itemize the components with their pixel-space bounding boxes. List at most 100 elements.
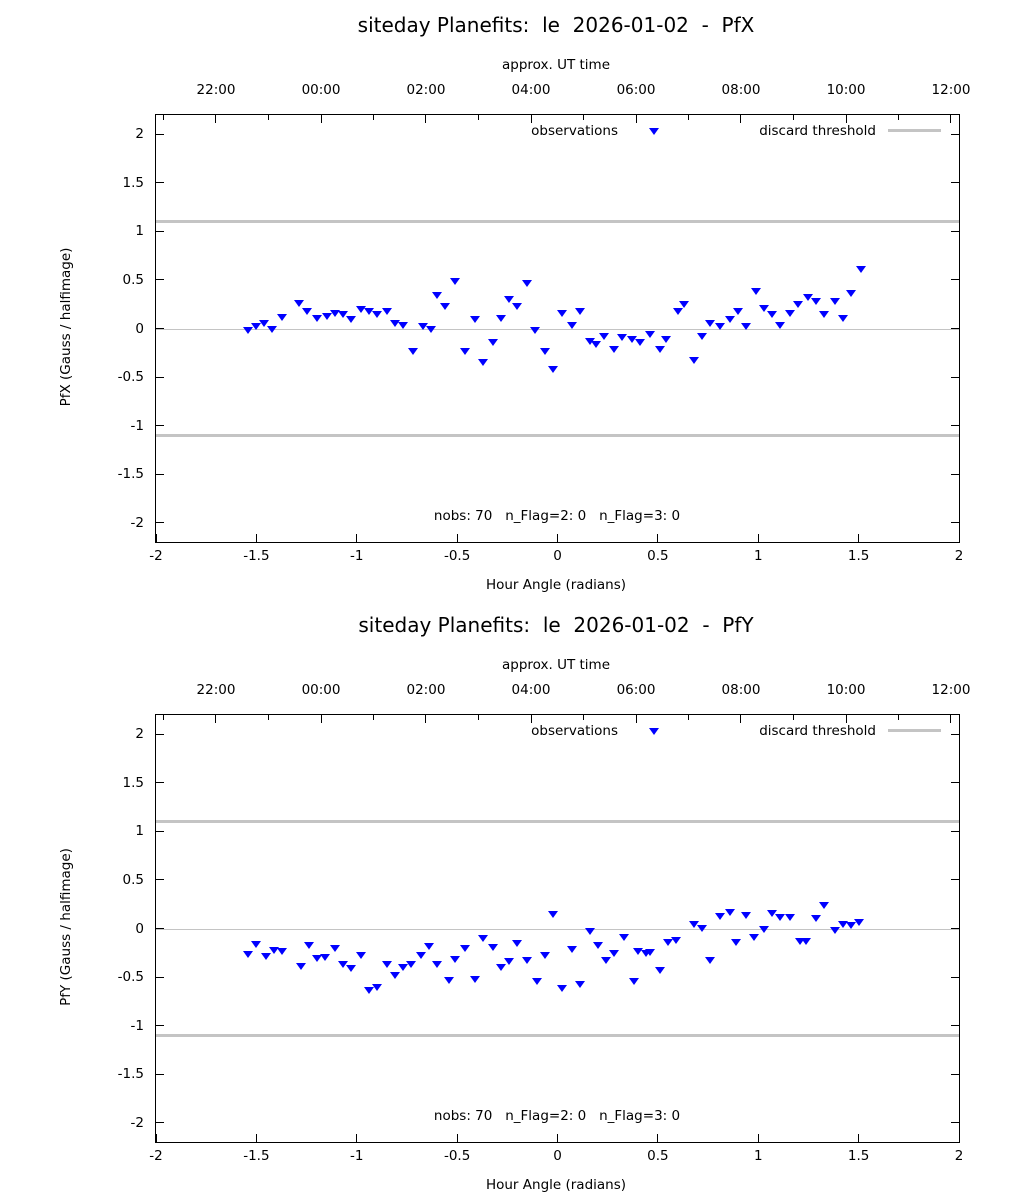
observation-point [853, 918, 864, 926]
ut-tick [268, 715, 269, 720]
x-tick [456, 1134, 458, 1142]
observation-point [634, 339, 645, 347]
observation-point [584, 338, 595, 346]
observation-point [295, 963, 306, 971]
y-tick-mirror [951, 1073, 959, 1075]
page-title: siteday Planefits: le 2026-01-02 - PfY [358, 613, 754, 637]
nobs-annotation: nobs: 70 n_Flag=2: 0 n_Flag=3: 0 [433, 1108, 681, 1124]
y-tick [156, 230, 164, 232]
legend: observations discard threshold [156, 115, 959, 145]
ut-tick-label: 08:00 [721, 82, 761, 98]
observation-point [478, 359, 489, 367]
x-tick-label: 2 [954, 1148, 964, 1164]
observation-point [829, 927, 840, 935]
x-tick-label: -1.5 [243, 548, 270, 564]
y-tick [156, 1122, 164, 1124]
y-tick-label: -1 [130, 1017, 144, 1034]
x-tick-label: -2 [149, 1148, 163, 1164]
observation-point [626, 336, 637, 344]
x-axis-label: Hour Angle (radians) [485, 577, 627, 593]
observation-marker-icon [649, 728, 659, 735]
y-axis-label: PfX (Gauss / halfimage) [58, 247, 74, 407]
observation-point [767, 909, 778, 917]
observation-point [632, 947, 643, 955]
observation-point [301, 308, 312, 315]
observation-point [855, 266, 866, 274]
x-tick [456, 534, 458, 542]
observation-point [432, 961, 443, 969]
observation-point [540, 347, 551, 355]
ut-tick [583, 715, 585, 720]
observation-point [785, 913, 796, 921]
y-tick-label: -1.5 [117, 466, 144, 483]
observation-point [759, 305, 770, 313]
y-tick-mirror [951, 328, 959, 329]
zero-line [156, 328, 959, 330]
ut-tick [477, 715, 479, 720]
observation-point [293, 300, 304, 308]
y-tick-label: -2 [130, 514, 144, 531]
x-tick [155, 534, 157, 542]
observation-point [767, 310, 778, 318]
plot-area: observations discard threshold nobs: 70 … [118, 82, 971, 564]
observation-point [267, 326, 278, 334]
y-tick-label: 1 [135, 223, 144, 240]
y-tick-mirror [951, 425, 959, 427]
y-tick-label: 0.5 [122, 871, 144, 888]
observation-point [345, 965, 356, 973]
y-tick-label: -2 [130, 1114, 144, 1131]
observation-point [259, 319, 270, 327]
observation-point [741, 322, 752, 330]
observation-point [837, 314, 848, 322]
observation-point [440, 303, 451, 311]
observation-point [689, 920, 699, 928]
x-tick [255, 1134, 257, 1142]
y-tick-mirror [951, 782, 959, 784]
threshold-line-sample-icon [888, 129, 941, 132]
ut-tick [950, 115, 952, 123]
observation-point [311, 314, 322, 322]
discard-threshold-line [156, 220, 959, 224]
y-tick [156, 425, 164, 427]
y-tick [156, 1073, 164, 1075]
observation-point [811, 298, 822, 306]
y-tick-label: -0.5 [117, 369, 144, 386]
observation-point [432, 291, 443, 299]
observation-point [697, 333, 708, 341]
observation-point [654, 967, 665, 975]
ut-tick [845, 715, 847, 723]
y-tick [156, 182, 164, 184]
x-tick [657, 1134, 659, 1142]
ut-tick [215, 715, 217, 723]
observation-point [749, 934, 760, 942]
x-tick-label: 2 [954, 548, 964, 564]
x-tick-label: 0.5 [647, 548, 669, 564]
observation-point [496, 964, 507, 972]
observation-point [504, 958, 515, 966]
x-tick [958, 534, 960, 542]
ut-tick [215, 115, 217, 123]
observation-point [337, 961, 348, 969]
ut-tick [793, 715, 794, 720]
ut-tick [687, 115, 689, 120]
observation-point [697, 925, 708, 933]
ut-tick [477, 115, 479, 120]
x-tick [858, 534, 860, 542]
ut-tick [530, 715, 532, 723]
observation-point [488, 339, 499, 347]
ut-tick-label: 02:00 [406, 682, 446, 698]
observation-point [644, 948, 655, 956]
observation-point [584, 928, 595, 936]
ut-tick [740, 715, 742, 723]
observation-point [397, 964, 408, 972]
observation-point [598, 333, 609, 341]
observation-point [590, 340, 601, 348]
y-tick [156, 976, 164, 978]
x-tick-label: -2 [149, 548, 163, 564]
x-tick [255, 534, 257, 542]
y-tick-mirror [951, 1122, 959, 1124]
observation-point [654, 345, 665, 353]
ut-tick [898, 715, 900, 720]
observation-point [829, 298, 840, 306]
observation-point [381, 961, 392, 969]
